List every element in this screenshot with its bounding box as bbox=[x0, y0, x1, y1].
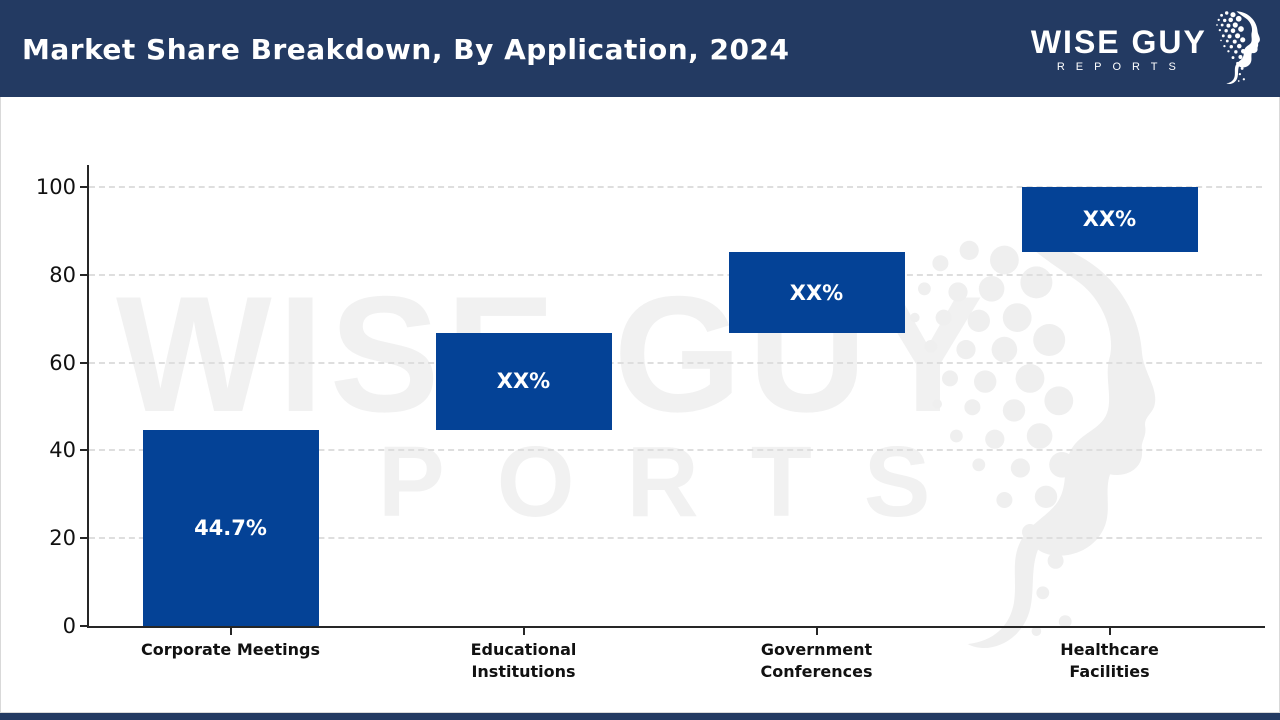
bar-segment-1: 44.7% bbox=[142, 429, 319, 626]
y-tick-mark-100 bbox=[80, 186, 88, 188]
bar-segment-3: XX% bbox=[728, 251, 905, 334]
y-tick-label-0: 0 bbox=[62, 614, 76, 638]
x-category-label-1: Corporate Meetings bbox=[141, 640, 320, 659]
y-tick-label-20: 20 bbox=[49, 526, 76, 551]
x-tick-mark-1 bbox=[229, 628, 232, 635]
y-tick-label-40: 40 bbox=[49, 438, 76, 463]
head-logo-icon bbox=[1209, 9, 1266, 89]
watermark-text-line2: PORTS bbox=[378, 426, 983, 538]
page-title: Market Share Breakdown, By Application, … bbox=[22, 33, 790, 66]
x-tick-mark-3 bbox=[815, 628, 818, 635]
x-category-label-3: Government Conferences bbox=[760, 640, 873, 681]
bar-value-label-3: XX% bbox=[789, 280, 844, 305]
header-bar: Market Share Breakdown, By Application, … bbox=[0, 0, 1280, 97]
y-tick-label-100: 100 bbox=[35, 175, 76, 199]
gridline-100 bbox=[89, 186, 1262, 188]
gridline-40 bbox=[89, 449, 1262, 452]
brand-logo: WISE GUY REPORTS bbox=[1031, 6, 1266, 92]
brand-name: WISE GUY bbox=[1030, 23, 1207, 60]
gridline-80 bbox=[89, 273, 1262, 276]
brand-logo-text: WISE GUY REPORTS bbox=[1030, 23, 1207, 74]
gridline-60 bbox=[89, 361, 1262, 364]
y-tick-mark-60 bbox=[80, 361, 88, 364]
x-tick-mark-2 bbox=[522, 628, 525, 635]
y-tick-label-80: 80 bbox=[49, 262, 76, 287]
y-tick-label-60: 60 bbox=[49, 350, 76, 375]
bar-segment-4: XX% bbox=[1021, 187, 1198, 252]
x-tick-mark-4 bbox=[1108, 628, 1111, 635]
x-category-label-2: Educational Institutions bbox=[470, 640, 577, 681]
bar-value-label-4: XX% bbox=[1082, 207, 1137, 232]
y-axis-line bbox=[87, 165, 89, 628]
y-tick-mark-0 bbox=[80, 625, 88, 627]
y-tick-mark-80 bbox=[80, 273, 88, 276]
x-axis-line bbox=[87, 626, 1265, 628]
y-tick-mark-20 bbox=[80, 537, 88, 540]
x-category-label-4: Healthcare Facilities bbox=[1060, 640, 1159, 681]
brand-subname: REPORTS bbox=[1056, 61, 1187, 74]
bar-segment-2: XX% bbox=[435, 333, 612, 430]
bar-value-label-1: 44.7% bbox=[194, 515, 267, 540]
bar-value-label-2: XX% bbox=[496, 369, 551, 394]
gridline-20 bbox=[89, 537, 1262, 540]
y-tick-mark-40 bbox=[80, 449, 88, 452]
footer-strip bbox=[0, 713, 1280, 720]
